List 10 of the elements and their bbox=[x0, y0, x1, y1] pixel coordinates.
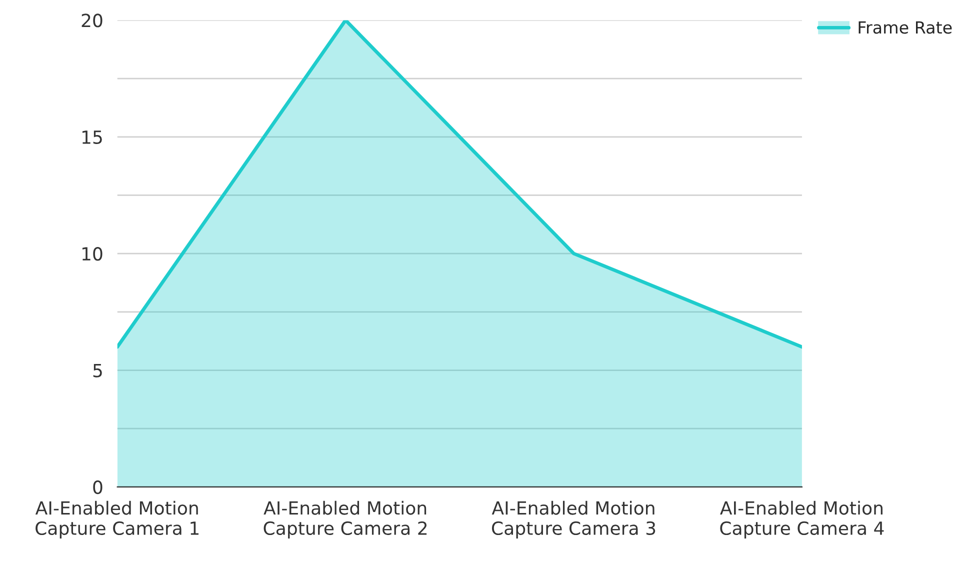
x-tick-label: AI-Enabled Motion Capture Camera 2 bbox=[264, 500, 427, 539]
legend-label: Frame Rate bbox=[858, 21, 952, 34]
x-tick-label: AI-Enabled Motion Capture Camera 1 bbox=[35, 500, 198, 539]
y-tick-label: 0 bbox=[93, 480, 102, 494]
y-tick-label: 10 bbox=[82, 247, 102, 261]
y-tick-label: 5 bbox=[93, 364, 102, 378]
y-tick-label: 20 bbox=[82, 14, 102, 28]
y-tick-label: 15 bbox=[82, 130, 102, 144]
x-tick-label: AI-Enabled Motion Capture Camera 4 bbox=[720, 500, 884, 539]
x-tick-label: AI-Enabled Motion Capture Camera 3 bbox=[492, 500, 656, 539]
